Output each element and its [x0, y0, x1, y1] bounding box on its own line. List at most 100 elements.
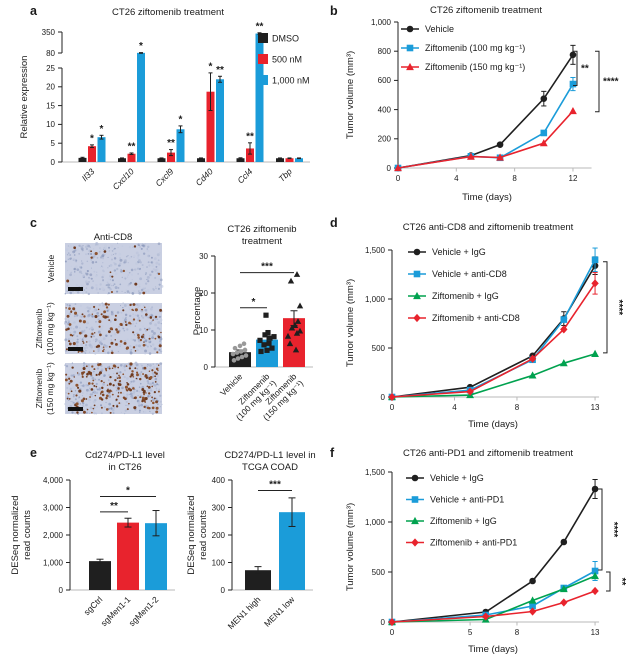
- ihc-speckle: [151, 270, 154, 273]
- ihc-speckle: [149, 346, 152, 349]
- y-tick-label: 2,000: [43, 531, 64, 540]
- ihc-speckle: [87, 292, 91, 296]
- ihc-stain-dot: [122, 269, 125, 273]
- ihc-speckle: [95, 321, 97, 323]
- ihc-stain-dot: [133, 245, 137, 248]
- ihc-speckle: [137, 349, 139, 351]
- ihc-speckle: [123, 364, 126, 367]
- ihc-speckle: [142, 316, 145, 319]
- x-tick-label: 0: [390, 403, 395, 412]
- ihc-stain-dot: [157, 335, 161, 339]
- chart-title: TCGA COAD: [242, 462, 298, 473]
- x-tick-label: 4: [454, 174, 459, 183]
- ihc-stain-dot: [150, 400, 153, 402]
- ihc-speckle: [93, 270, 96, 273]
- ihc-speckle: [144, 282, 148, 285]
- ihc-stain-dot: [68, 323, 72, 326]
- ihc-speckle: [143, 337, 146, 339]
- y-tick-label: 5: [51, 139, 56, 148]
- ihc-stain-dot: [89, 396, 91, 398]
- ihc-speckle: [130, 380, 133, 383]
- ihc-speckle: [93, 371, 95, 373]
- marker-circle: [234, 350, 240, 355]
- ihc-stain-dot: [109, 375, 112, 379]
- ihc-speckle: [114, 367, 117, 370]
- ihc-speckle: [134, 325, 137, 327]
- ihc-speckle: [94, 309, 97, 311]
- ihc-stain-dot: [117, 392, 120, 394]
- legend-label: DMSO: [272, 34, 299, 44]
- ihc-stain-dot: [99, 393, 102, 395]
- ihc-speckle: [148, 335, 151, 337]
- ihc-speckle: [154, 405, 156, 407]
- ihc-speckle: [109, 279, 112, 281]
- ihc-speckle: [151, 264, 155, 267]
- y-tick-label: 0: [221, 586, 226, 595]
- ihc-speckle: [99, 248, 102, 250]
- ihc-speckle: [93, 304, 96, 306]
- ihc-speckle: [136, 303, 139, 306]
- ihc-stain-dot: [91, 365, 94, 368]
- y-tick-label: 0: [204, 363, 209, 372]
- ihc-speckle: [125, 349, 128, 353]
- ihc-stain-dot: [82, 397, 86, 401]
- ihc-stain-dot: [99, 333, 102, 337]
- ihc-speckle: [158, 280, 160, 282]
- ihc-speckle: [102, 279, 104, 282]
- panel-b-line-chart: CT26 ziftomenib treatment Tumor volume (m…: [345, 5, 619, 203]
- bar: [167, 152, 175, 162]
- ihc-stain-dot: [92, 305, 96, 309]
- ihc-speckle: [123, 339, 127, 343]
- ihc-speckle: [133, 254, 136, 258]
- ihc-stain-dot: [87, 382, 91, 385]
- ihc-stain-dot: [109, 411, 112, 414]
- marker-square: [262, 332, 268, 338]
- ihc-speckle: [141, 364, 143, 367]
- ihc-speckle: [116, 345, 119, 348]
- ihc-stain-dot: [108, 389, 111, 393]
- ihc-speckle: [125, 393, 128, 396]
- ihc-speckle: [87, 313, 91, 317]
- ihc-speckle: [90, 286, 94, 290]
- ihc-speckle: [112, 253, 115, 255]
- ihc-speckle: [156, 326, 160, 330]
- ihc-stain-dot: [139, 338, 143, 342]
- ihc-speckle: [150, 261, 154, 264]
- ihc-speckle: [102, 269, 105, 272]
- ihc-speckle: [113, 269, 117, 272]
- marker-square: [411, 496, 419, 503]
- ihc-speckle: [78, 270, 82, 274]
- y-tick-label: 400: [378, 105, 392, 114]
- ihc-stain-dot: [130, 373, 134, 377]
- marker-triangle: [294, 318, 302, 324]
- ihc-speckle: [141, 244, 145, 247]
- x-axis-label: Time (days): [468, 419, 518, 430]
- ihc-speckle: [136, 267, 140, 270]
- ihc-speckle: [117, 246, 119, 249]
- sig-star: **: [616, 578, 627, 586]
- ihc-speckle: [76, 340, 79, 344]
- ihc-speckle: [129, 344, 132, 348]
- ihc-speckle: [101, 273, 105, 277]
- ihc-stain-dot: [66, 397, 69, 400]
- ihc-speckle: [72, 259, 74, 261]
- ihc-stain-dot: [107, 388, 109, 391]
- ihc-speckle: [90, 394, 94, 398]
- ihc-speckle: [110, 284, 113, 287]
- ihc-speckle: [157, 342, 159, 344]
- ihc-speckle: [149, 382, 153, 386]
- ihc-speckle: [103, 343, 106, 347]
- ihc-stain-dot: [114, 318, 117, 322]
- ihc-speckle: [129, 351, 133, 355]
- ihc-speckle: [119, 364, 123, 367]
- ihc-stain-dot: [90, 256, 93, 259]
- ihc-speckle: [83, 289, 86, 291]
- ihc-stain-dot: [143, 389, 146, 393]
- ihc-speckle: [111, 250, 114, 252]
- legend-label: Ziftomenib + anti-CD8: [432, 313, 520, 323]
- ihc-speckle: [132, 390, 136, 394]
- ihc-speckle: [91, 376, 95, 380]
- category-label: MEN1 low: [262, 594, 297, 629]
- ihc-stain-dot: [105, 394, 109, 398]
- ihc-speckle: [125, 400, 128, 404]
